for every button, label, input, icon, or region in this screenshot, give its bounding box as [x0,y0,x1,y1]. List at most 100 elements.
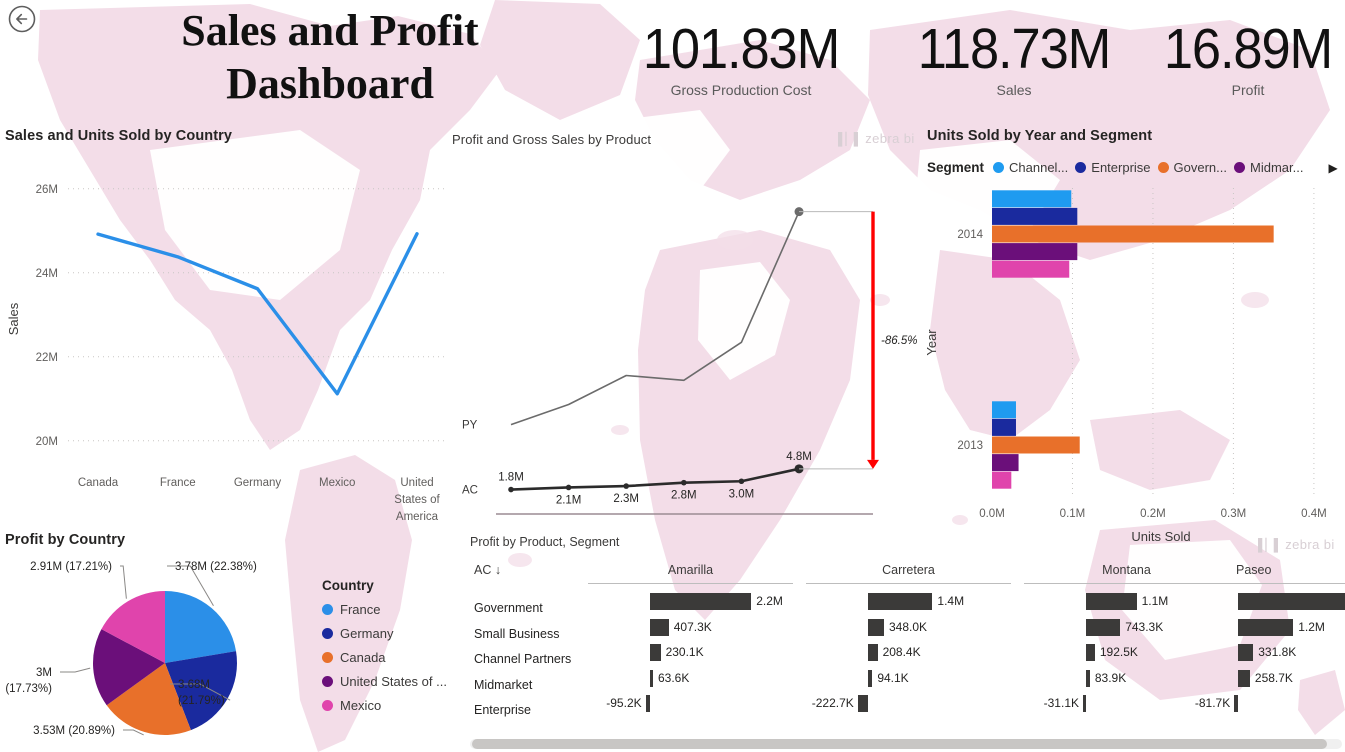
scrollbar-thumb[interactable] [472,739,1327,749]
back-arrow-icon [8,5,36,33]
table-bar-row: 1.2M [1176,616,1345,642]
table-sort-header[interactable]: AC ↓ [474,563,502,577]
legend-swatch [322,676,333,687]
legend-item-france[interactable]: France [322,602,462,617]
legend-item-united-states[interactable]: United States of ... [322,674,462,689]
visual-profit-by-product-segment[interactable]: Profit by Product, Segment AC ↓ Governme… [470,535,1345,740]
svg-text:France: France [160,477,196,489]
table-bar-row: 407.3K [588,616,793,642]
visual-units-sold-by-year-segment[interactable]: Units Sold by Year and Segment 0.0M 0.1M 0… [920,128,1345,544]
legend-item-mexico[interactable]: Mexico [322,698,462,713]
table-bar-value: 63.6K [658,670,690,685]
table-bar [1086,593,1137,610]
visual-sales-units-by-country[interactable]: Sales and Units Sold by Country 20M 22M 24… [0,128,455,533]
legend-item-canada[interactable]: Canada [322,650,462,665]
table-bar [1083,695,1086,712]
svg-text:26M: 26M [36,184,58,196]
svg-text:24M: 24M [36,268,58,280]
kpi-value: 16.89M [1163,17,1333,81]
legend-item-enterprise[interactable]: Enterprise [1075,160,1151,175]
table-bar [857,695,868,712]
svg-text:0.1M: 0.1M [1060,508,1086,520]
line-chart-plot: 20M 22M 24M 26M Canada France Germany Mexico Uni… [6,184,447,523]
legend-label: France [340,602,381,617]
pie-legend[interactable]: Country France Germany Canada United Sta… [322,578,462,713]
legend-title: Country [322,578,374,593]
svg-text:2013: 2013 [957,440,983,452]
kpi-caption: Gross Production Cost [670,82,812,98]
table-column-header: Amarilla [667,563,714,577]
table-bar [868,669,873,687]
table-bar [645,695,650,712]
table-bar [868,618,884,636]
zebra-variance-chart-plot: 1.8M2.1M2.3M2.8M3.0M4.8M-86.5%PYACCarret… [462,207,917,515]
legend-label: Enterprise [1091,160,1151,175]
legend-next-arrow-icon[interactable]: ▶ [1328,160,1338,175]
legend-item-government[interactable]: Govern... [1157,160,1227,175]
svg-text:-86.5%: -86.5% [881,335,917,347]
svg-text:2.1M: 2.1M [556,494,582,506]
table-row-label: Midmarket [474,677,533,692]
table-bar-row: 331.8K [1176,641,1345,667]
table-bar [1086,669,1090,687]
legend-label: Channel... [1009,160,1069,175]
column-rule [1176,583,1345,584]
table-bar-row: 3.0M [1176,590,1345,616]
kpi-caption: Sales [996,82,1032,98]
segment-legend[interactable]: Segment Channel... Enterprise Govern... … [927,160,1338,175]
legend-item-channel-partners[interactable]: Channel... [993,160,1068,175]
visual-profit-gross-sales-by-product[interactable]: Profit and Gross Sales by Product 1.8M 2.… [448,132,918,524]
legend-label: Midmar... [1250,160,1304,175]
horizontal-scrollbar[interactable] [470,739,1342,749]
legend-swatch [322,628,333,639]
table-bar [650,593,752,610]
table-bar-row: 348.0K [806,616,1011,642]
table-bar-row: -222.7K [806,692,1011,718]
legend-title: Segment [927,160,985,175]
legend-label: United States of ... [340,674,447,689]
svg-text:4.8M: 4.8M [786,451,812,463]
svg-text:3.53M (20.89%): 3.53M (20.89%) [33,725,115,737]
table-bar-value: 192.5K [1099,645,1138,659]
table-bar-row: 1.4M [806,590,1011,616]
zebra-logo-bars: ▌▏▌ [838,132,862,146]
svg-text:3.0M: 3.0M [729,488,755,500]
legend-swatch [993,162,1005,173]
table-row-label: Channel Partners [474,652,572,666]
table-bar-value: 407.3K [673,619,712,634]
kpi-profit: 16.89M Profit [1150,18,1345,98]
table-bar-row: 258.7K [1176,667,1345,693]
legend-label: Germany [340,626,394,641]
svg-text:Sales: Sales [6,302,21,335]
table-bar-value: -222.7K [811,696,854,710]
svg-text:22M: 22M [36,352,58,364]
column-rule [588,583,793,584]
table-bar-value: 1.2M [1298,619,1325,634]
table-bar [1238,669,1250,687]
table-column-header: Paseo [1236,563,1272,577]
kpi-gross-production-cost: 101.83M Gross Production Cost [610,18,872,98]
svg-text:3.68M: 3.68M [178,679,210,691]
table-bar-value: 743.3K [1125,619,1164,634]
legend-item-midmarket[interactable]: Midmar... [1234,160,1303,175]
legend-swatch [322,604,333,615]
svg-text:0.4M: 0.4M [1301,508,1327,520]
legend-item-germany[interactable]: Germany [322,626,462,641]
watermark-text: zebra bi [865,131,915,146]
svg-text:United: United [400,477,433,489]
table-bar [868,593,933,610]
back-button[interactable] [7,4,37,34]
table-column-amarilla: Amarilla 2.2M 407.3K 230.1K 63.6K -95.2K [588,563,793,718]
table-row-label: Government [474,601,543,615]
svg-text:States of: States of [394,494,440,506]
svg-text:Germany: Germany [234,477,282,489]
table-bar-value: 331.8K [1258,645,1297,659]
svg-text:2.3M: 2.3M [613,493,639,505]
pie-chart-plot: 3.78M (22.38%) 3.68M (21.79%) 3.53M (20.89%… [5,561,257,737]
table-bar-row: 230.1K [588,641,793,667]
legend-swatch [322,652,333,663]
legend-label: Mexico [340,698,382,713]
svg-text:3.78M (22.38%): 3.78M (22.38%) [175,561,257,573]
